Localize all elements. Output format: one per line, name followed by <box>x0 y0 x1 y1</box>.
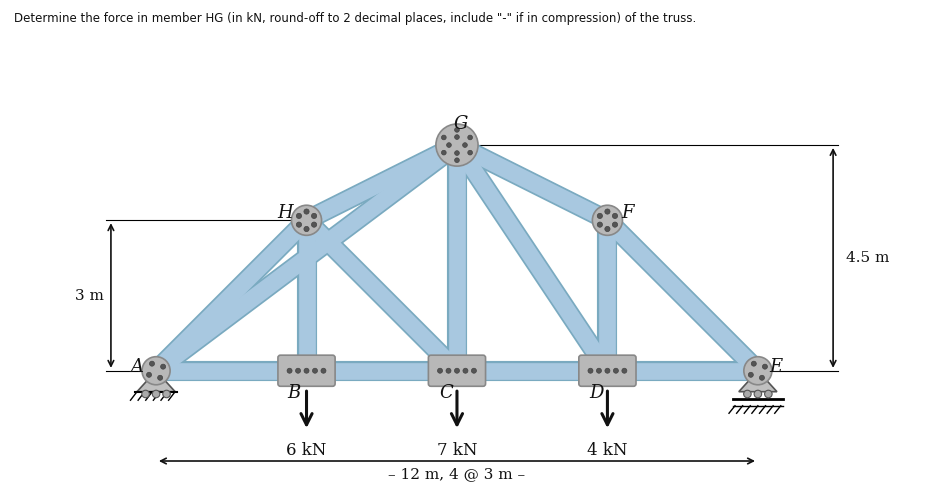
Circle shape <box>751 361 757 366</box>
Circle shape <box>161 364 165 369</box>
Circle shape <box>613 213 617 219</box>
Circle shape <box>743 390 751 398</box>
Circle shape <box>462 143 467 147</box>
Text: H: H <box>277 204 293 222</box>
Circle shape <box>614 368 618 373</box>
Circle shape <box>442 135 446 140</box>
Circle shape <box>597 213 602 219</box>
Circle shape <box>321 368 326 373</box>
Circle shape <box>754 390 761 398</box>
Circle shape <box>295 368 301 373</box>
Text: E: E <box>769 358 782 376</box>
Text: 4 kN: 4 kN <box>587 442 628 459</box>
Circle shape <box>437 368 443 373</box>
Circle shape <box>472 368 476 373</box>
Circle shape <box>455 158 460 163</box>
Circle shape <box>304 209 309 214</box>
Circle shape <box>142 390 149 398</box>
Circle shape <box>613 222 617 227</box>
Circle shape <box>592 205 622 235</box>
Circle shape <box>142 357 170 385</box>
Circle shape <box>463 368 468 373</box>
Circle shape <box>152 390 160 398</box>
Text: C: C <box>439 384 453 402</box>
FancyBboxPatch shape <box>429 355 486 386</box>
Circle shape <box>605 226 610 232</box>
Circle shape <box>311 213 317 219</box>
Circle shape <box>468 150 473 155</box>
Circle shape <box>597 368 601 373</box>
Text: 3 m: 3 m <box>75 289 104 303</box>
Circle shape <box>158 375 163 380</box>
Circle shape <box>304 226 309 232</box>
Circle shape <box>436 124 478 166</box>
Circle shape <box>605 209 610 214</box>
Circle shape <box>455 127 460 132</box>
Circle shape <box>149 361 154 366</box>
Circle shape <box>455 151 460 155</box>
Circle shape <box>455 135 460 139</box>
Circle shape <box>147 372 151 377</box>
Circle shape <box>311 222 317 227</box>
FancyBboxPatch shape <box>579 355 636 386</box>
Circle shape <box>748 372 754 377</box>
Text: G: G <box>454 115 468 133</box>
Circle shape <box>313 368 318 373</box>
Text: F: F <box>621 204 634 222</box>
Circle shape <box>622 368 627 373</box>
Circle shape <box>605 368 610 373</box>
Circle shape <box>304 368 309 373</box>
Text: B: B <box>288 384 301 402</box>
Polygon shape <box>137 371 175 392</box>
Text: 7 kN: 7 kN <box>437 442 477 459</box>
Text: D: D <box>589 384 603 402</box>
Circle shape <box>743 357 771 385</box>
Text: 4.5 m: 4.5 m <box>845 251 889 265</box>
Circle shape <box>446 143 451 147</box>
Circle shape <box>759 375 764 380</box>
Text: Determine the force in member HG (in kN, round-off to 2 decimal places, include : Determine the force in member HG (in kN,… <box>14 12 696 25</box>
Circle shape <box>468 135 473 140</box>
Circle shape <box>765 390 772 398</box>
Circle shape <box>442 150 446 155</box>
Circle shape <box>597 222 602 227</box>
Text: A: A <box>131 358 144 376</box>
Circle shape <box>296 213 302 219</box>
Circle shape <box>163 390 170 398</box>
FancyBboxPatch shape <box>278 355 335 386</box>
Circle shape <box>455 368 460 373</box>
Circle shape <box>296 222 302 227</box>
Circle shape <box>588 368 593 373</box>
Circle shape <box>291 205 321 235</box>
Text: 6 kN: 6 kN <box>287 442 327 459</box>
Circle shape <box>762 364 768 369</box>
Text: – 12 m, 4 @ 3 m –: – 12 m, 4 @ 3 m – <box>389 467 526 481</box>
Circle shape <box>446 368 451 373</box>
Circle shape <box>287 368 292 373</box>
Polygon shape <box>739 371 777 392</box>
